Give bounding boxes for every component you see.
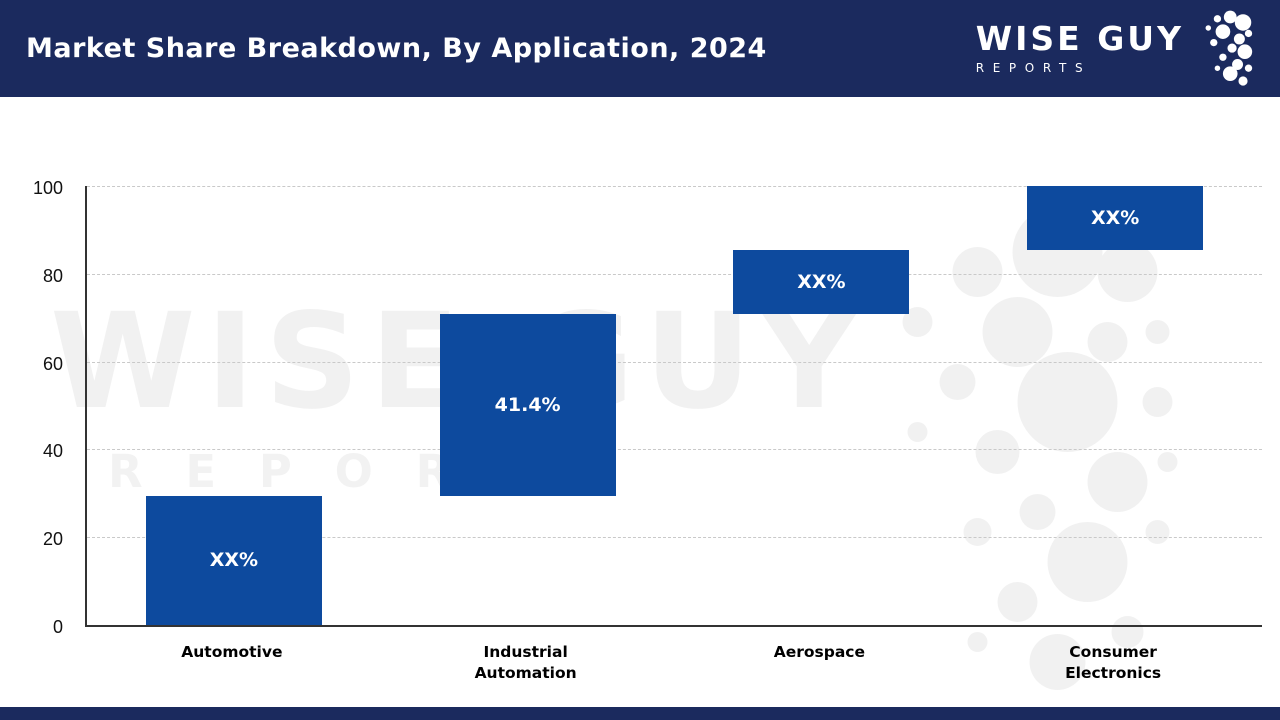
brand-wordmark: WISE GUY REPORTS xyxy=(976,22,1184,75)
brand-name-text: WISE GUY xyxy=(975,19,1184,58)
x-axis-label-industrial-automation: Industrial Automation xyxy=(474,643,577,682)
bar-consumer-electronics: XX% xyxy=(1027,186,1204,251)
x-axis-label-aerospace: Aerospace xyxy=(773,643,866,661)
bar-value-label-industrial-automation: 41.4% xyxy=(494,393,561,416)
brand-logo: WISE GUY REPORTS xyxy=(976,7,1254,91)
y-tick-label-80: 80 xyxy=(42,265,63,286)
page-header: Market Share Breakdown, By Application, … xyxy=(0,0,1280,97)
gridline-40 xyxy=(87,449,1262,451)
y-axis-ticks: 0 20 40 60 80 100 xyxy=(0,178,73,637)
bar-automotive: XX% xyxy=(145,495,322,625)
gridline-80 xyxy=(87,273,1262,275)
x-axis-label-consumer-electronics: Consumer Electronics xyxy=(1065,643,1162,682)
plot-area: XX% 41.4% XX% XX% xyxy=(85,186,1262,627)
y-tick-label-100: 100 xyxy=(32,178,63,198)
wise-guy-head-icon xyxy=(1205,10,1253,86)
gridline-60 xyxy=(87,361,1262,363)
page-title: Market Share Breakdown, By Application, … xyxy=(26,33,767,64)
watermark-head-icon xyxy=(902,212,1178,690)
bar-industrial-automation: 41.4% xyxy=(439,313,616,496)
gridline-100 xyxy=(87,186,1262,187)
x-axis-labels: Automotive Industrial Automation Aerospace… xyxy=(85,642,1262,702)
footer-bar xyxy=(0,707,1280,720)
chart-area: WISE GUY REPORTS 0 20 40 60 80 100 XX% 41.4% XX… xyxy=(0,97,1280,707)
brand-subtitle-text: REPORTS xyxy=(975,61,1092,75)
y-tick-label-20: 20 xyxy=(42,529,63,550)
y-tick-label-40: 40 xyxy=(42,441,63,462)
bar-value-label-aerospace: XX% xyxy=(797,270,846,293)
gridline-20 xyxy=(87,537,1262,539)
x-axis-label-automotive: Automotive xyxy=(181,643,283,661)
y-tick-label-60: 60 xyxy=(42,353,63,374)
bar-value-label-automotive: XX% xyxy=(209,549,259,572)
bar-aerospace: XX% xyxy=(733,250,910,314)
bar-value-label-consumer-electronics: XX% xyxy=(1090,207,1140,230)
y-tick-label-0: 0 xyxy=(52,617,63,637)
